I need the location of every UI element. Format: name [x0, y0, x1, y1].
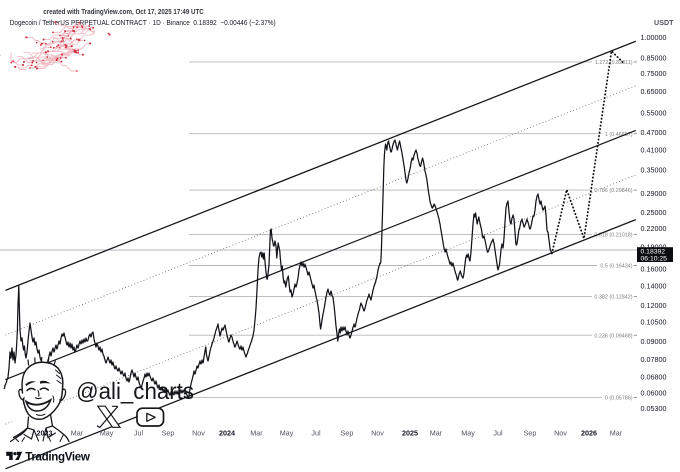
svg-text:1 (0.46657): 1 (0.46657) [605, 132, 633, 138]
svg-text:Jul: Jul [134, 429, 144, 438]
svg-text:Mar: Mar [610, 429, 623, 438]
svg-text:0.14000: 0.14000 [641, 281, 667, 290]
svg-text:created with TradingView.com,: created with TradingView.com, Oct 17, 20… [43, 7, 204, 16]
svg-text:Nov: Nov [371, 429, 384, 438]
svg-text:0.618 (0.21018): 0.618 (0.21018) [594, 233, 632, 239]
svg-text:1.00000: 1.00000 [641, 33, 667, 42]
svg-text:TradingView: TradingView [25, 451, 91, 464]
svg-text:1.272 (0.82311): 1.272 (0.82311) [595, 60, 633, 66]
svg-text:May: May [461, 429, 475, 438]
svg-text:0.09000: 0.09000 [641, 337, 667, 346]
svg-text:06:10:25: 06:10:25 [641, 256, 668, 263]
svg-text:Mar: Mar [250, 429, 263, 438]
svg-text:Nov: Nov [192, 429, 205, 438]
svg-text:0.07800: 0.07800 [641, 355, 667, 364]
svg-text:0.65000: 0.65000 [641, 87, 667, 96]
svg-text:0.41000: 0.41000 [641, 146, 667, 155]
svg-text:0.25000: 0.25000 [641, 208, 667, 217]
svg-text:0.06000: 0.06000 [641, 388, 667, 397]
svg-text:0.22000: 0.22000 [641, 224, 667, 233]
svg-text:0.29000: 0.29000 [641, 189, 667, 198]
svg-text:0.16000: 0.16000 [641, 264, 667, 273]
svg-text:2023: 2023 [37, 429, 53, 438]
svg-text:May: May [100, 429, 114, 438]
svg-text:0.382 (0.12842): 0.382 (0.12842) [594, 295, 632, 301]
svg-text:0 (0.05786): 0 (0.05786) [605, 396, 633, 402]
svg-text:0.35000: 0.35000 [641, 166, 667, 175]
svg-text:@ali_charts: @ali_charts [76, 378, 194, 404]
svg-text:2024: 2024 [219, 429, 235, 438]
svg-text:Sep: Sep [341, 429, 354, 438]
svg-text:Jul: Jul [311, 429, 321, 438]
svg-text:0.47000: 0.47000 [641, 128, 667, 137]
svg-text:May: May [280, 429, 294, 438]
svg-text:0.05300: 0.05300 [641, 404, 667, 413]
svg-text:0.19000: 0.19000 [641, 243, 667, 252]
svg-text:0.12000: 0.12000 [641, 301, 667, 310]
svg-text:Sep: Sep [524, 429, 537, 438]
svg-text:0.10500: 0.10500 [641, 318, 667, 327]
svg-text:Mar: Mar [430, 429, 443, 438]
svg-text:Mar: Mar [71, 429, 84, 438]
svg-text:Sep: Sep [162, 429, 175, 438]
svg-text:0.18392: 0.18392 [641, 249, 666, 256]
svg-text:Jul: Jul [493, 429, 503, 438]
svg-text:0.75000: 0.75000 [641, 69, 667, 78]
svg-text:0.85000: 0.85000 [641, 53, 667, 62]
svg-text:0.236 (0.09468): 0.236 (0.09468) [594, 333, 632, 339]
svg-text:2025: 2025 [402, 429, 418, 438]
svg-text:0.55000: 0.55000 [641, 108, 667, 117]
svg-text:USDT: USDT [654, 18, 674, 27]
svg-text:0.5 (0.16434): 0.5 (0.16434) [600, 264, 632, 270]
svg-text:Dogecoin / TetherUS PERPETUAL: Dogecoin / TetherUS PERPETUAL CONTRACT ·… [10, 18, 276, 27]
svg-text:0.06800: 0.06800 [641, 373, 667, 382]
svg-text:2026: 2026 [581, 429, 597, 438]
svg-text:Nov: Nov [554, 429, 567, 438]
svg-text:0.786 (0.29846): 0.786 (0.29846) [594, 188, 632, 194]
